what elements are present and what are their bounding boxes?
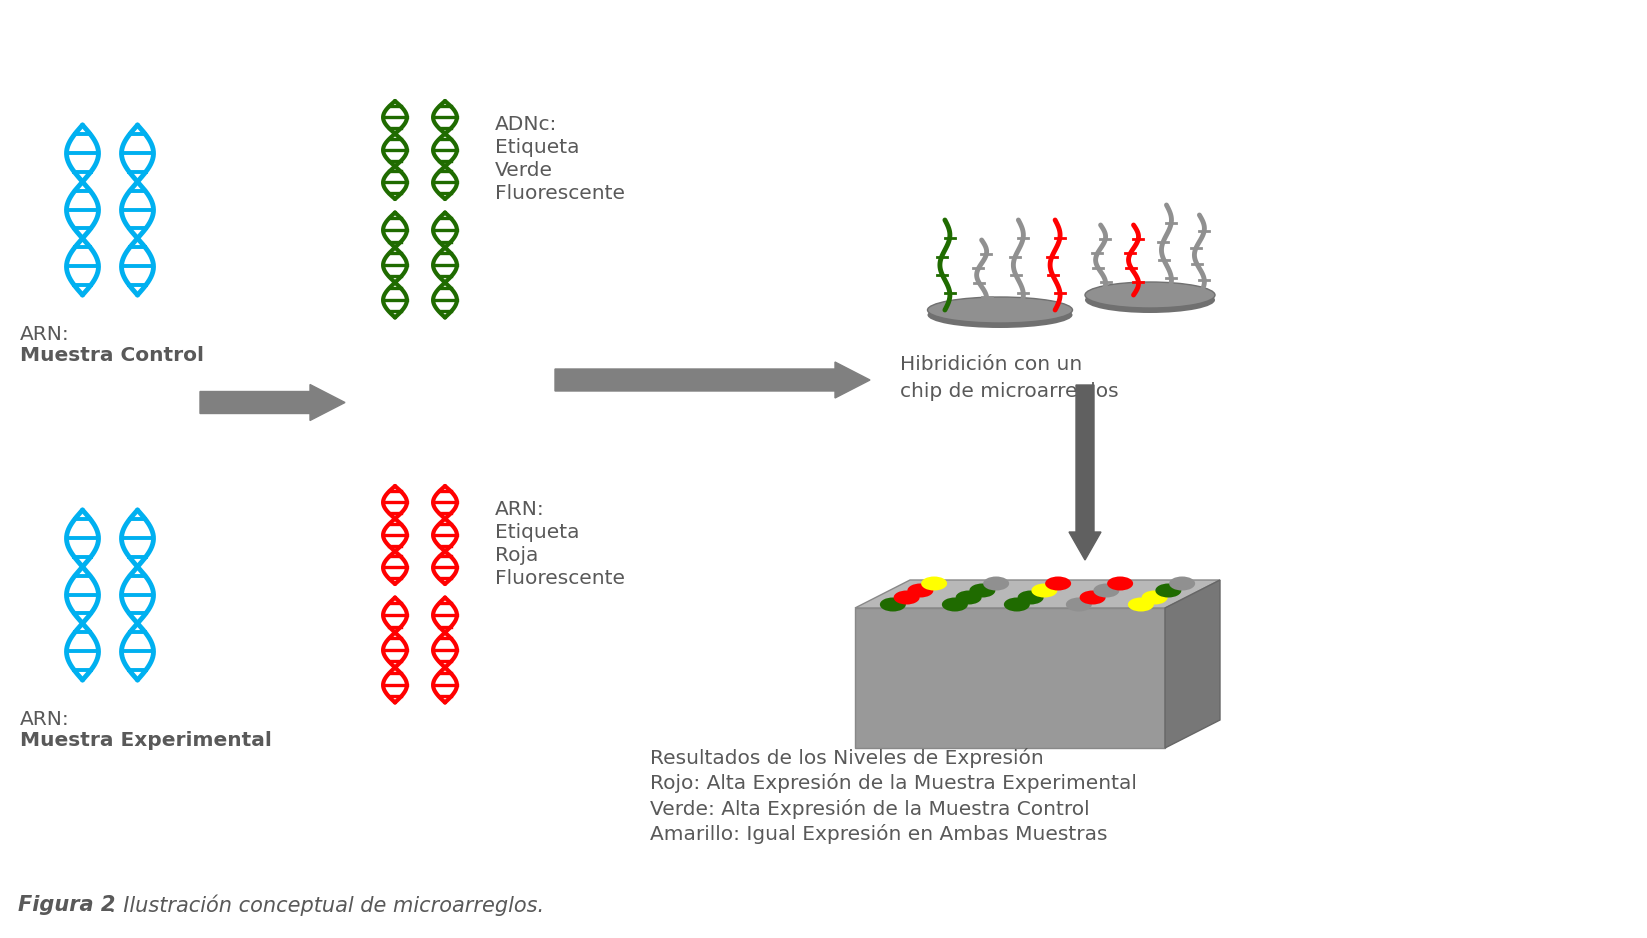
Ellipse shape <box>894 591 919 604</box>
Ellipse shape <box>879 598 906 612</box>
Polygon shape <box>855 608 1164 748</box>
Text: Resultados de los Niveles de Expresión: Resultados de los Niveles de Expresión <box>651 748 1044 768</box>
Ellipse shape <box>907 583 934 598</box>
Ellipse shape <box>1169 577 1196 591</box>
Ellipse shape <box>1046 577 1071 591</box>
Text: Verde: Alta Expresión de la Muestra Control: Verde: Alta Expresión de la Muestra Cont… <box>651 798 1090 819</box>
Text: ARN:: ARN: <box>20 325 69 344</box>
FancyArrow shape <box>1069 385 1100 560</box>
Text: Rojo: Alta Expresión de la Muestra Experimental: Rojo: Alta Expresión de la Muestra Exper… <box>651 773 1136 794</box>
Ellipse shape <box>1156 583 1181 598</box>
Polygon shape <box>855 580 1220 608</box>
Text: ARN:: ARN: <box>20 710 69 729</box>
Ellipse shape <box>1085 287 1215 313</box>
Ellipse shape <box>1018 591 1044 604</box>
Ellipse shape <box>1066 598 1092 612</box>
Ellipse shape <box>927 297 1072 323</box>
Text: Muestra Experimental: Muestra Experimental <box>20 731 272 750</box>
FancyArrow shape <box>555 362 870 398</box>
Text: Verde: Verde <box>496 161 553 180</box>
Ellipse shape <box>1085 282 1215 308</box>
FancyArrow shape <box>199 385 344 420</box>
Text: . Ilustración conceptual de microarreglos.: . Ilustración conceptual de microarreglo… <box>110 895 544 916</box>
Ellipse shape <box>970 583 995 598</box>
Text: Roja: Roja <box>496 546 539 565</box>
Ellipse shape <box>921 577 947 591</box>
Text: ADNc:: ADNc: <box>496 115 557 134</box>
Text: Amarillo: Igual Expresión en Ambas Muestras: Amarillo: Igual Expresión en Ambas Muest… <box>651 824 1107 844</box>
Text: Muestra Control: Muestra Control <box>20 346 204 365</box>
Ellipse shape <box>955 591 982 604</box>
Ellipse shape <box>1005 598 1029 612</box>
Text: Etiqueta: Etiqueta <box>496 138 580 157</box>
Ellipse shape <box>1107 577 1133 591</box>
Ellipse shape <box>983 577 1010 591</box>
Ellipse shape <box>942 598 968 612</box>
Text: Figura 2: Figura 2 <box>18 895 115 915</box>
Text: Etiqueta: Etiqueta <box>496 523 580 542</box>
Text: Hibridición con un
chip de microarreglos: Hibridición con un chip de microarreglos <box>899 355 1118 401</box>
Ellipse shape <box>927 302 1072 328</box>
Ellipse shape <box>1031 583 1057 598</box>
Polygon shape <box>1164 580 1220 748</box>
Ellipse shape <box>1080 591 1105 604</box>
Ellipse shape <box>1094 583 1120 598</box>
Text: ARN:: ARN: <box>496 500 545 519</box>
Text: Fluorescente: Fluorescente <box>496 569 624 588</box>
Ellipse shape <box>1128 598 1155 612</box>
Text: Fluorescente: Fluorescente <box>496 184 624 203</box>
Ellipse shape <box>1141 591 1168 604</box>
